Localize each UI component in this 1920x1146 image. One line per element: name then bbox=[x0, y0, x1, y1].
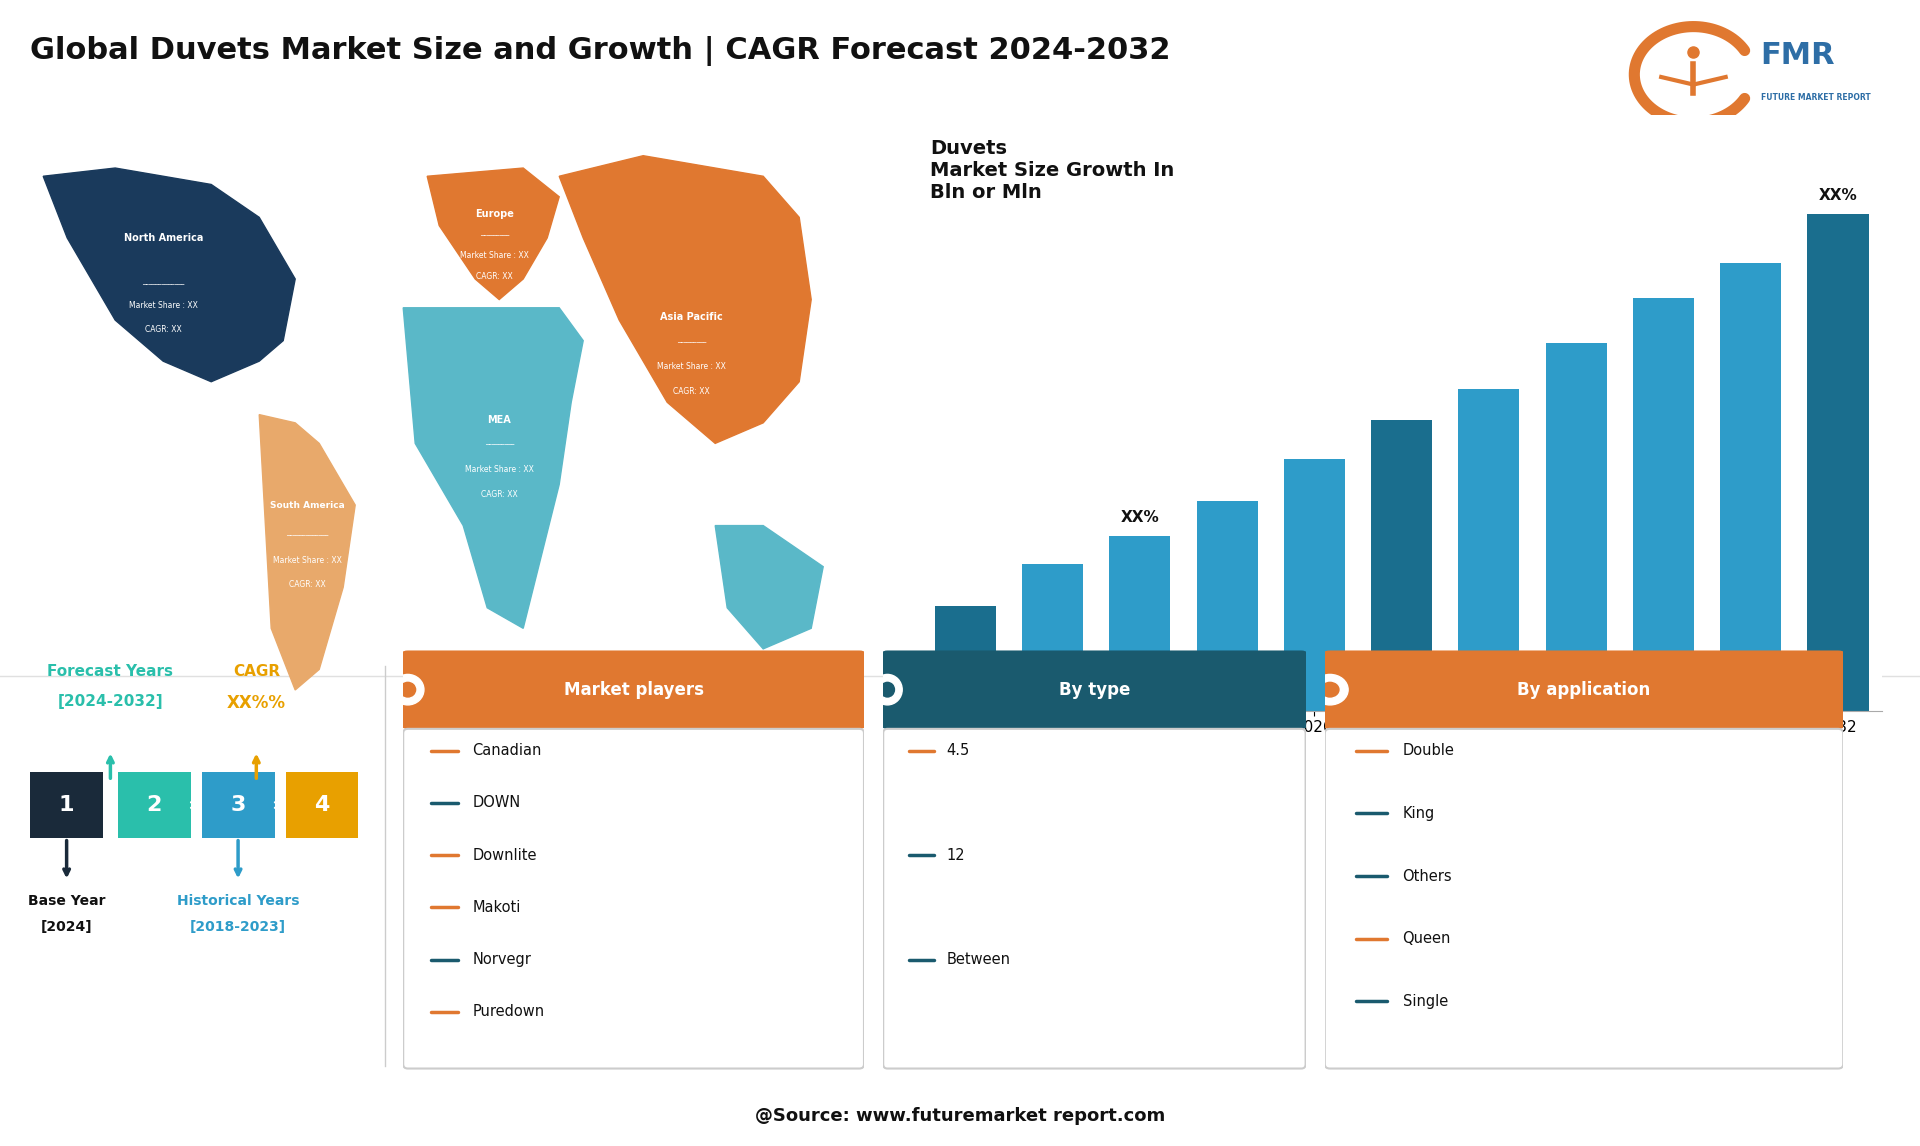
Text: FUTURE MARKET REPORT: FUTURE MARKET REPORT bbox=[1761, 93, 1870, 102]
Text: Asia Pacific: Asia Pacific bbox=[660, 312, 722, 322]
Text: Base Year: Base Year bbox=[29, 894, 106, 909]
Text: Market Share : XX: Market Share : XX bbox=[273, 556, 342, 565]
Polygon shape bbox=[403, 308, 584, 628]
Text: CAGR: XX: CAGR: XX bbox=[480, 489, 518, 499]
FancyBboxPatch shape bbox=[399, 651, 868, 729]
Text: XX%: XX% bbox=[1818, 188, 1857, 204]
Bar bbox=[935, 605, 996, 711]
Text: CAGR: CAGR bbox=[232, 664, 280, 678]
Text: ─────────: ───────── bbox=[484, 444, 515, 448]
Text: 3: 3 bbox=[230, 795, 246, 815]
Circle shape bbox=[879, 681, 897, 698]
Bar bbox=[1284, 458, 1344, 711]
Text: Market players: Market players bbox=[564, 681, 703, 699]
Text: Canadian: Canadian bbox=[472, 743, 541, 759]
Text: Market Share : XX: Market Share : XX bbox=[129, 300, 198, 309]
Bar bbox=[1720, 262, 1782, 711]
Text: Others: Others bbox=[1402, 869, 1452, 884]
Polygon shape bbox=[559, 156, 812, 444]
FancyBboxPatch shape bbox=[1319, 651, 1849, 729]
Text: [2024-2032]: [2024-2032] bbox=[58, 694, 163, 709]
FancyBboxPatch shape bbox=[286, 772, 359, 838]
Polygon shape bbox=[426, 168, 559, 299]
Text: Forecast Years: Forecast Years bbox=[48, 664, 173, 678]
FancyBboxPatch shape bbox=[879, 651, 1309, 729]
Text: FMR: FMR bbox=[1761, 41, 1836, 70]
Bar bbox=[1371, 421, 1432, 711]
Text: Market Share : XX: Market Share : XX bbox=[657, 362, 726, 371]
Text: CAGR: XX: CAGR: XX bbox=[476, 272, 513, 281]
FancyBboxPatch shape bbox=[117, 772, 190, 838]
Text: Europe: Europe bbox=[474, 210, 515, 219]
Text: King: King bbox=[1402, 806, 1434, 821]
Text: CAGR: XX: CAGR: XX bbox=[144, 325, 182, 335]
Text: [2018-2023]: [2018-2023] bbox=[190, 920, 286, 934]
Circle shape bbox=[1319, 681, 1340, 698]
Text: 1: 1 bbox=[60, 795, 75, 815]
Text: Queen: Queen bbox=[1402, 932, 1452, 947]
Text: Norvegr: Norvegr bbox=[472, 952, 532, 967]
Bar bbox=[1110, 535, 1171, 711]
Text: By type: By type bbox=[1058, 681, 1131, 699]
Text: 2: 2 bbox=[146, 795, 161, 815]
Bar bbox=[1459, 388, 1519, 711]
Polygon shape bbox=[259, 415, 355, 690]
Text: MEA: MEA bbox=[488, 415, 511, 425]
Bar bbox=[1021, 564, 1083, 711]
Bar bbox=[1196, 501, 1258, 711]
Text: Makoti: Makoti bbox=[472, 900, 520, 915]
Circle shape bbox=[399, 681, 417, 698]
Text: 4: 4 bbox=[315, 795, 330, 815]
Text: North America: North America bbox=[123, 233, 204, 243]
Text: XX%: XX% bbox=[1121, 510, 1160, 525]
Text: XX%%: XX%% bbox=[227, 694, 286, 712]
Circle shape bbox=[874, 674, 902, 705]
Text: Market Share : XX: Market Share : XX bbox=[461, 251, 528, 260]
Circle shape bbox=[392, 674, 424, 705]
Text: ─────────: ───────── bbox=[480, 234, 509, 238]
Text: Single: Single bbox=[1402, 994, 1448, 1008]
FancyBboxPatch shape bbox=[883, 729, 1306, 1068]
Text: Global Duvets Market Size and Growth | CAGR Forecast 2024-2032: Global Duvets Market Size and Growth | C… bbox=[31, 36, 1171, 66]
Text: 12: 12 bbox=[947, 848, 966, 863]
Polygon shape bbox=[42, 168, 296, 382]
Text: Historical Years: Historical Years bbox=[177, 894, 300, 909]
Text: Downlite: Downlite bbox=[472, 848, 538, 863]
FancyBboxPatch shape bbox=[1325, 729, 1843, 1068]
Text: ─────────────: ───────────── bbox=[286, 534, 328, 539]
Text: ─────────: ───────── bbox=[676, 340, 707, 346]
Text: Puredown: Puredown bbox=[472, 1004, 545, 1020]
Text: ─────────────: ───────────── bbox=[142, 283, 184, 288]
Text: Double: Double bbox=[1402, 743, 1455, 759]
Text: 4.5: 4.5 bbox=[947, 743, 970, 759]
Text: Between: Between bbox=[947, 952, 1010, 967]
Bar bbox=[1546, 344, 1607, 711]
FancyBboxPatch shape bbox=[31, 772, 104, 838]
FancyBboxPatch shape bbox=[202, 772, 275, 838]
Text: CAGR: XX: CAGR: XX bbox=[672, 387, 710, 397]
Text: South America: South America bbox=[271, 501, 344, 510]
Text: By application: By application bbox=[1517, 681, 1651, 699]
Text: Duvets
Market Size Growth In
Bln or Mln: Duvets Market Size Growth In Bln or Mln bbox=[931, 140, 1175, 203]
Bar bbox=[1632, 298, 1693, 711]
Circle shape bbox=[1311, 674, 1348, 705]
Text: DOWN: DOWN bbox=[472, 795, 520, 810]
Text: @Source: www.futuremarket report.com: @Source: www.futuremarket report.com bbox=[755, 1107, 1165, 1125]
Text: [2024]: [2024] bbox=[40, 920, 92, 934]
FancyBboxPatch shape bbox=[403, 729, 864, 1068]
Text: Market Share : XX: Market Share : XX bbox=[465, 465, 534, 474]
Polygon shape bbox=[714, 526, 824, 649]
Bar bbox=[1807, 214, 1868, 711]
Text: CAGR: XX: CAGR: XX bbox=[288, 580, 326, 589]
